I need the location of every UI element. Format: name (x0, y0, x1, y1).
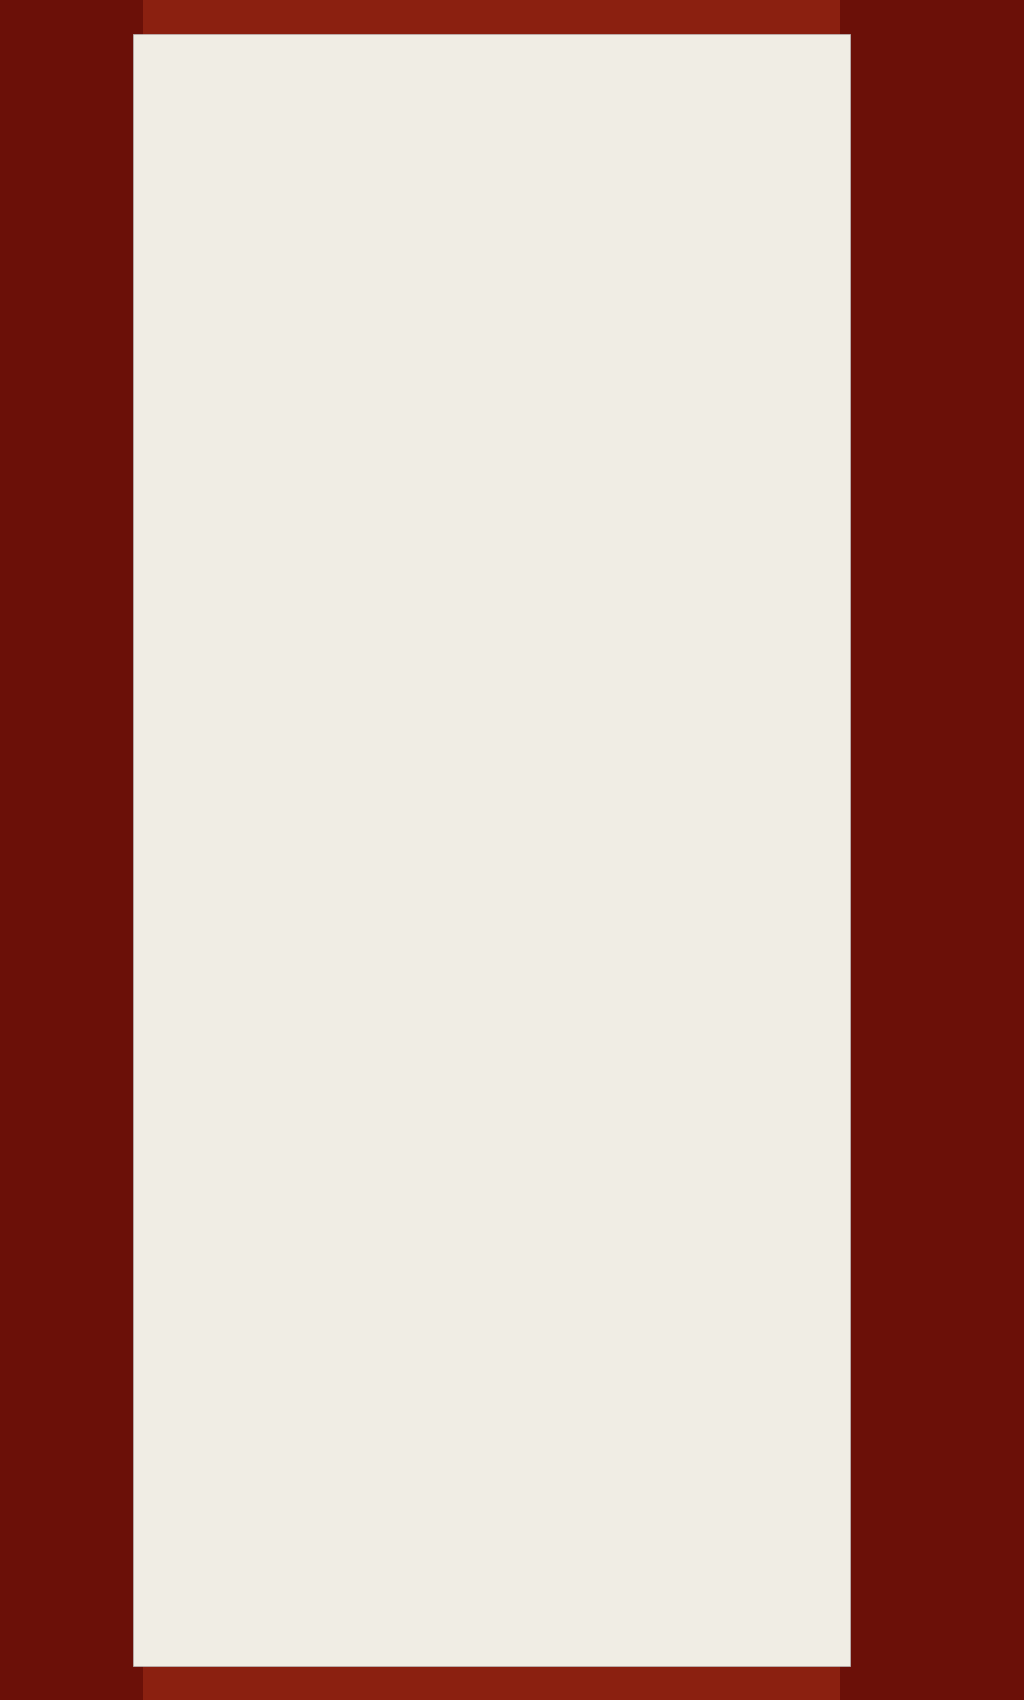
Text: Problem 12.: Problem 12. (390, 1130, 510, 1149)
Text: $V_P$ = −5 V: $V_P$ = −5 V (843, 994, 937, 1015)
Text: + 20 V: + 20 V (928, 666, 994, 685)
Text: p-channel JFET circuit is shown in Fig. 6.55.  Find the maximum value of resisto: p-channel JFET circuit is shown in Fig. … (421, 39, 980, 80)
Text: $I_{DSS}$ = 16 mA: $I_{DSS}$ = 16 mA (830, 940, 949, 960)
Text: FIG. 6.55: FIG. 6.55 (389, 1068, 511, 1091)
Text: which the JFET circuit can be used as a constant current source.: which the JFET circuit can be used as a … (568, 75, 980, 105)
Text: $R_L$: $R_L$ (795, 830, 817, 850)
